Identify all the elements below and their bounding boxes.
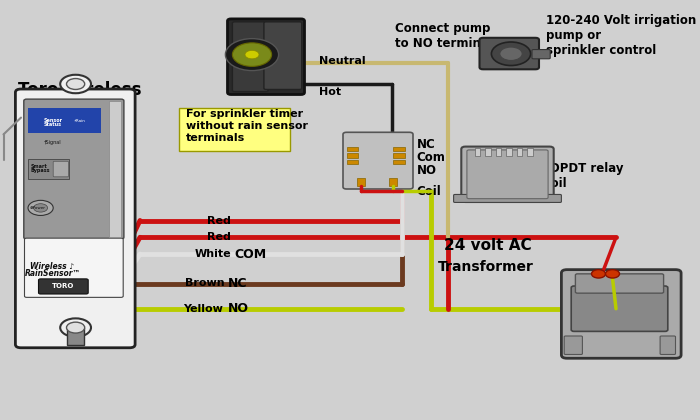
Circle shape [500, 47, 522, 60]
Text: Smart: Smart [31, 164, 48, 169]
Text: Wireless ♪: Wireless ♪ [30, 262, 75, 271]
Bar [357, 178, 365, 186]
Text: White: White [195, 249, 231, 259]
Circle shape [606, 270, 620, 278]
FancyBboxPatch shape [461, 147, 554, 202]
Text: 120-240 Volt irrigation
pump or
sprinkler control: 120-240 Volt irrigation pump or sprinkle… [546, 14, 696, 57]
FancyBboxPatch shape [467, 150, 548, 199]
Bar [517, 148, 522, 156]
Circle shape [28, 200, 53, 215]
Bar [347, 147, 358, 151]
Bar [506, 148, 512, 156]
FancyBboxPatch shape [561, 270, 681, 358]
Text: Bypass: Bypass [31, 168, 50, 173]
Bar [485, 148, 491, 156]
Text: For sprinkler timer
without rain sensor
terminals: For sprinkler timer without rain sensor … [186, 109, 307, 143]
Circle shape [491, 42, 531, 66]
Bar [475, 148, 480, 156]
Circle shape [60, 75, 91, 93]
Text: Transformer: Transformer [438, 260, 533, 274]
Bar [496, 148, 501, 156]
Bar [347, 160, 358, 164]
Text: NO: NO [228, 302, 248, 315]
Text: Red: Red [206, 215, 230, 226]
Bar [527, 148, 533, 156]
Circle shape [225, 39, 279, 71]
FancyBboxPatch shape [480, 38, 539, 69]
Text: Neutral: Neutral [318, 56, 365, 66]
Text: COM: COM [234, 248, 267, 260]
Text: Brown: Brown [186, 278, 225, 289]
FancyBboxPatch shape [38, 279, 88, 294]
Text: Coil: Coil [416, 185, 441, 197]
Circle shape [60, 318, 91, 337]
FancyBboxPatch shape [532, 50, 550, 59]
FancyBboxPatch shape [228, 19, 304, 94]
FancyBboxPatch shape [53, 161, 69, 177]
FancyBboxPatch shape [564, 336, 582, 354]
Bar [393, 153, 405, 158]
Bar [393, 160, 405, 164]
Text: Status: Status [43, 122, 62, 127]
Text: Yellow: Yellow [183, 304, 223, 314]
Text: NO: NO [416, 164, 437, 176]
FancyBboxPatch shape [575, 274, 664, 293]
Text: †Signal: †Signal [43, 140, 62, 145]
FancyBboxPatch shape [454, 194, 561, 202]
Text: Sensor: Sensor [43, 118, 62, 123]
Text: Hot: Hot [318, 87, 341, 97]
FancyBboxPatch shape [660, 336, 675, 354]
FancyBboxPatch shape [24, 99, 124, 239]
FancyBboxPatch shape [179, 108, 290, 151]
Circle shape [592, 270, 606, 278]
FancyBboxPatch shape [343, 132, 413, 189]
Text: 24 volt AC: 24 volt AC [444, 238, 532, 253]
Text: 30 amp DPDT relay
24Volt coil: 30 amp DPDT relay 24Volt coil [497, 163, 624, 190]
FancyBboxPatch shape [25, 238, 123, 297]
Text: NC: NC [228, 277, 247, 290]
Text: Red: Red [206, 232, 230, 242]
FancyBboxPatch shape [15, 89, 135, 348]
Bar [389, 178, 397, 186]
Bar [393, 147, 405, 151]
Circle shape [66, 322, 85, 333]
FancyBboxPatch shape [28, 159, 69, 179]
Text: Toro wireless
rain sensor: Toro wireless rain sensor [18, 81, 141, 120]
Text: TORO: TORO [52, 284, 74, 289]
Text: ⚡Rain: ⚡Rain [74, 118, 85, 123]
Bar [66, 328, 84, 345]
Circle shape [66, 79, 85, 89]
Text: Connect pump
to NO terminals: Connect pump to NO terminals [395, 22, 500, 50]
FancyBboxPatch shape [264, 22, 302, 89]
FancyBboxPatch shape [28, 108, 101, 133]
Circle shape [34, 204, 48, 212]
FancyBboxPatch shape [571, 286, 668, 331]
Circle shape [232, 43, 272, 66]
Text: ⊕Power: ⊕Power [29, 206, 46, 210]
Text: Com: Com [416, 151, 445, 164]
FancyBboxPatch shape [232, 22, 268, 92]
Bar [347, 153, 358, 158]
Text: RainSensor™: RainSensor™ [25, 269, 80, 278]
Text: NC: NC [416, 139, 435, 151]
Bar [108, 101, 121, 237]
Circle shape [245, 50, 259, 59]
